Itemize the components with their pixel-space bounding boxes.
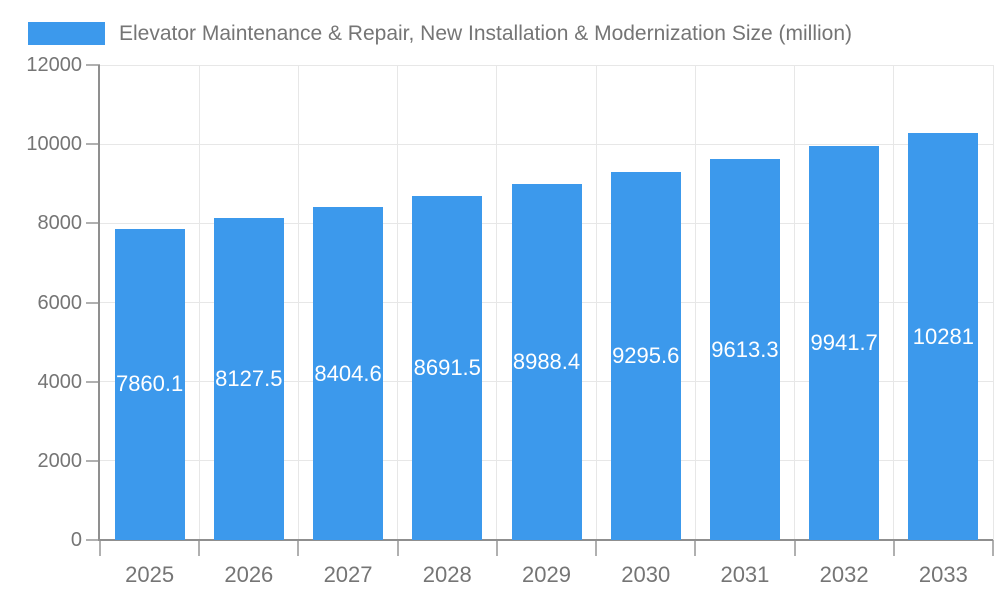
x-axis-tick-label: 2029 — [522, 562, 571, 587]
legend-label: Elevator Maintenance & Repair, New Insta… — [119, 22, 853, 45]
y-axis-tick-label: 12000 — [26, 54, 82, 76]
x-axis-tick-label: 2031 — [720, 562, 770, 587]
bar-value-label: 9295.6 — [612, 343, 680, 369]
bar-2026: 8127.5 — [213, 218, 284, 540]
x-axis-tick-label: 2033 — [918, 562, 968, 587]
bar-value-label: 10281 — [912, 323, 974, 349]
y-axis-tick — [86, 380, 100, 383]
x-axis-tick — [595, 540, 598, 556]
x-axis-tick-label: 2028 — [422, 562, 472, 587]
y-axis-tick — [86, 539, 100, 541]
gridline-vertical — [198, 65, 200, 540]
x-axis-tick-label: 2025 — [125, 562, 175, 587]
x-axis-tick — [892, 540, 895, 556]
bar-2025: 7860.1 — [114, 228, 185, 540]
x-axis-line — [98, 539, 993, 541]
gridline-horizontal — [100, 143, 993, 145]
bar-value-label: 8988.4 — [512, 349, 581, 375]
gridline-vertical — [893, 65, 895, 540]
gridline-horizontal — [100, 64, 993, 66]
x-axis-tick — [396, 540, 399, 556]
y-axis-line — [98, 65, 100, 540]
bar-value-label: 9613.3 — [711, 336, 779, 362]
x-axis-tick — [495, 540, 498, 556]
x-axis-tick-label: 2030 — [621, 562, 671, 587]
bar-2032: 9941.7 — [809, 146, 880, 540]
x-axis-tick-label: 2032 — [819, 562, 869, 587]
x-axis-tick-label: 2026 — [224, 562, 274, 587]
bar-value-label: 8127.5 — [215, 366, 283, 392]
x-axis-tick — [198, 540, 201, 556]
y-axis-tick-label: 6000 — [37, 291, 83, 314]
gridline-vertical — [595, 65, 597, 540]
gridline-vertical — [496, 65, 498, 540]
bar-value-label: 7860.1 — [115, 371, 184, 397]
y-axis-tick — [86, 64, 100, 66]
bar-2033: 10281 — [908, 133, 979, 540]
bar-2027: 8404.6 — [313, 207, 384, 540]
y-axis-tick — [86, 459, 100, 462]
y-axis-tick-label: 10000 — [26, 133, 82, 156]
x-axis-tick — [297, 540, 300, 556]
gridline-vertical — [297, 65, 299, 540]
bar-value-label: 8404.6 — [314, 360, 382, 386]
bar-2029: 8988.4 — [511, 184, 582, 540]
y-axis-tick — [86, 222, 100, 225]
chart-legend: Elevator Maintenance & Repair, New Insta… — [28, 22, 852, 45]
y-axis-tick-label: 4000 — [37, 370, 83, 393]
bar-2028: 8691.5 — [412, 195, 483, 540]
y-axis-tick — [86, 301, 100, 304]
y-axis-tick-label: 0 — [70, 529, 82, 551]
x-axis-tick — [992, 540, 994, 556]
bar-value-label: 9941.7 — [810, 330, 878, 356]
legend-swatch-icon — [28, 22, 105, 45]
x-axis-tick-label: 2027 — [323, 562, 373, 587]
x-axis-tick — [99, 540, 101, 556]
x-axis-tick — [694, 540, 697, 556]
gridline-vertical — [992, 65, 994, 540]
y-axis-tick — [86, 143, 100, 146]
bar-2031: 9613.3 — [709, 159, 780, 540]
y-axis-tick-label: 2000 — [37, 449, 83, 472]
gridline-vertical — [694, 65, 696, 540]
x-axis-tick — [793, 540, 796, 556]
gridline-vertical — [794, 65, 796, 540]
bar-2030: 9295.6 — [610, 172, 681, 540]
gridline-vertical — [397, 65, 399, 540]
y-axis-tick-label: 8000 — [37, 212, 83, 235]
bar-value-label: 8691.5 — [413, 354, 481, 380]
